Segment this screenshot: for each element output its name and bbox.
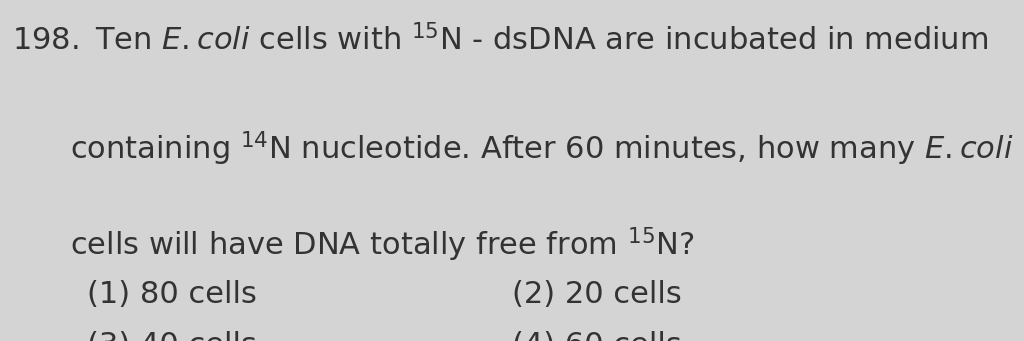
Text: (3) 40 cells: (3) 40 cells [87,331,257,341]
Text: (2) 20 cells: (2) 20 cells [512,280,682,309]
Text: cells will have DNA totally free from $^{15}$N?: cells will have DNA totally free from $^… [70,225,694,264]
Text: 198. Ten $\it{E.coli}$ cells with $^{15}$N - dsDNA are incubated in medium: 198. Ten $\it{E.coli}$ cells with $^{15}… [12,24,988,56]
Text: containing $^{14}$N nucleotide. After 60 minutes, how many $\it{E.coli}$: containing $^{14}$N nucleotide. After 60… [70,130,1013,168]
Text: (1) 80 cells: (1) 80 cells [87,280,257,309]
Text: (4) 60 cells: (4) 60 cells [512,331,682,341]
